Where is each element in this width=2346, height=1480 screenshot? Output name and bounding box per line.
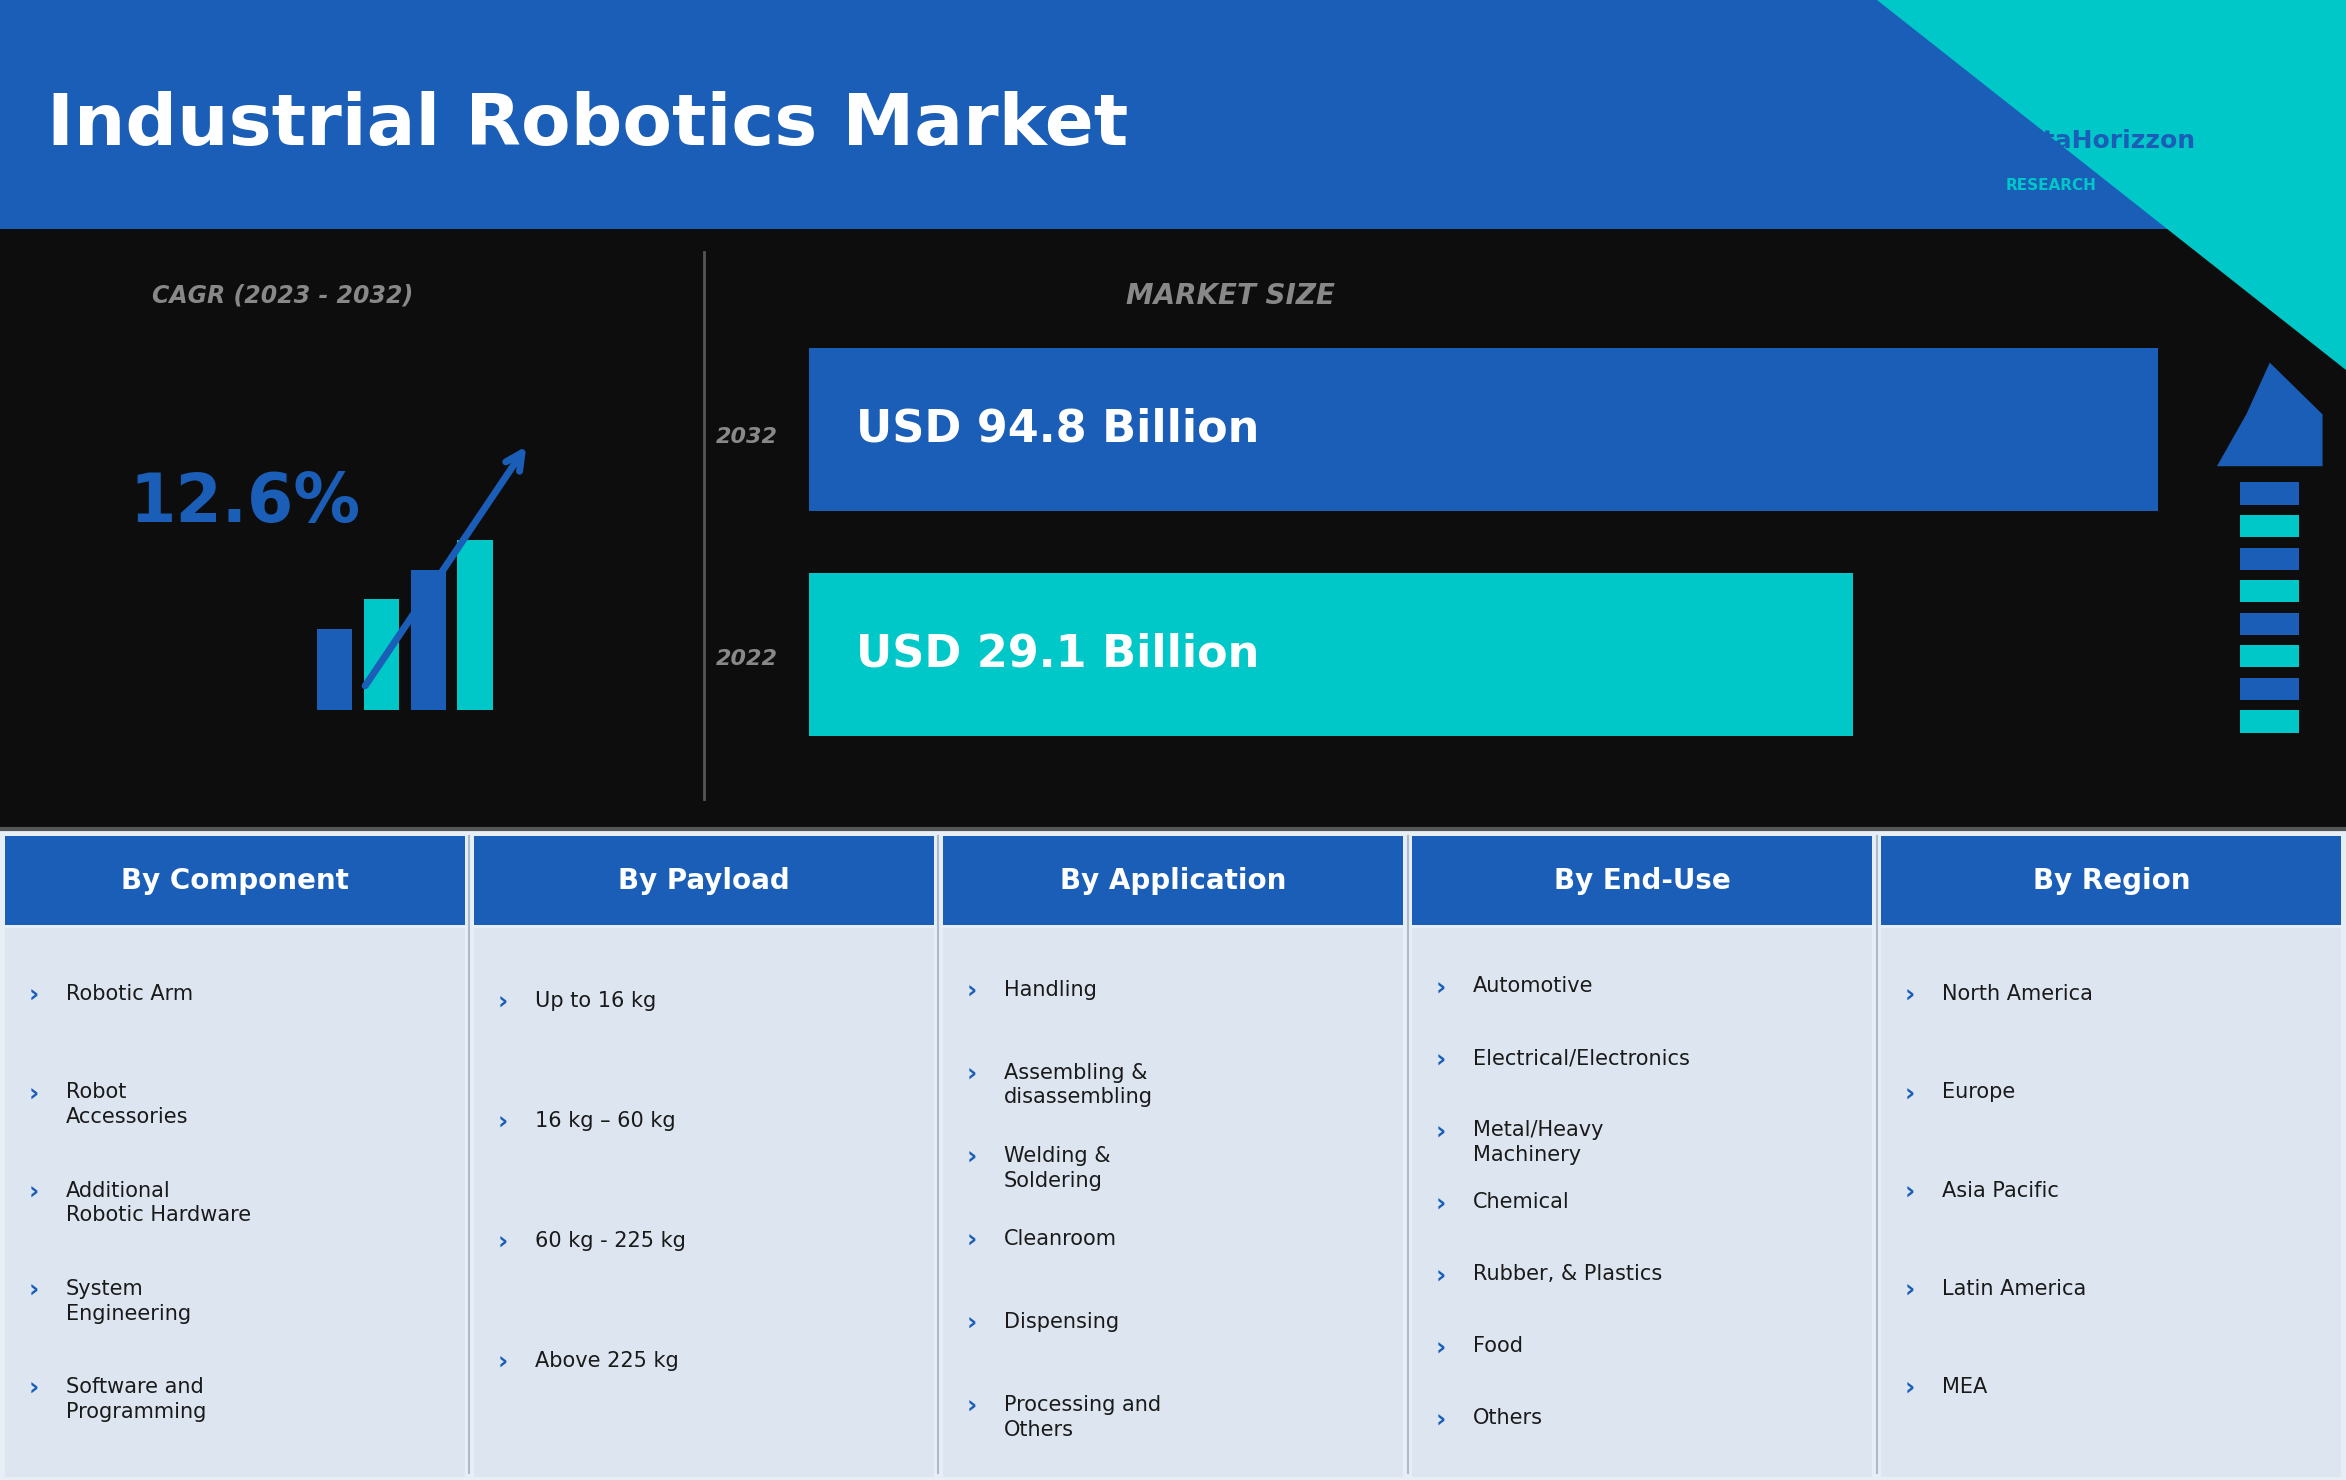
Text: North America: North America	[1942, 984, 2093, 1003]
Text: ›: ›	[1436, 1336, 1445, 1360]
Text: ›: ›	[497, 1231, 507, 1255]
Text: RESEARCH: RESEARCH	[2006, 178, 2097, 192]
Text: ›: ›	[28, 1376, 38, 1402]
Text: Cleanroom: Cleanroom	[1004, 1228, 1117, 1249]
Text: By Payload: By Payload	[617, 867, 791, 894]
FancyBboxPatch shape	[809, 348, 2158, 511]
Text: Additional
Robotic Hardware: Additional Robotic Hardware	[66, 1181, 251, 1225]
Text: System
Engineering: System Engineering	[66, 1279, 190, 1323]
Text: By Region: By Region	[2032, 867, 2191, 894]
FancyBboxPatch shape	[2240, 678, 2299, 700]
FancyBboxPatch shape	[474, 836, 934, 925]
Text: ›: ›	[28, 984, 38, 1008]
FancyBboxPatch shape	[943, 836, 1403, 925]
FancyBboxPatch shape	[2240, 580, 2299, 602]
Text: Asia Pacific: Asia Pacific	[1942, 1181, 2060, 1200]
Text: Electrical/Electronics: Electrical/Electronics	[1473, 1048, 1689, 1069]
Text: Europe: Europe	[1942, 1082, 2015, 1103]
Text: ›: ›	[967, 1146, 976, 1169]
Text: Welding &
Soldering: Welding & Soldering	[1004, 1146, 1110, 1190]
Text: Handling: Handling	[1004, 980, 1098, 999]
FancyBboxPatch shape	[0, 829, 2346, 1480]
Text: Above 225 kg: Above 225 kg	[535, 1351, 678, 1370]
Text: Up to 16 kg: Up to 16 kg	[535, 990, 657, 1011]
Text: 12.6%: 12.6%	[129, 471, 361, 536]
Text: ›: ›	[497, 1351, 507, 1375]
Text: Software and
Programming: Software and Programming	[66, 1376, 206, 1422]
FancyBboxPatch shape	[2240, 548, 2299, 570]
Text: USD 94.8 Billion: USD 94.8 Billion	[856, 407, 1260, 451]
Text: ›: ›	[1905, 1181, 1914, 1205]
FancyBboxPatch shape	[2240, 482, 2299, 505]
Text: ›: ›	[28, 1279, 38, 1302]
Text: DataHorizzon: DataHorizzon	[2006, 129, 2196, 152]
Text: ›: ›	[967, 1311, 976, 1336]
Text: ›: ›	[1436, 1048, 1445, 1072]
Text: By End-Use: By End-Use	[1553, 867, 1731, 894]
FancyBboxPatch shape	[2240, 515, 2299, 537]
Polygon shape	[1877, 0, 2346, 370]
Text: 16 kg – 60 kg: 16 kg – 60 kg	[535, 1110, 676, 1131]
Text: USD 29.1 Billion: USD 29.1 Billion	[856, 632, 1260, 676]
FancyBboxPatch shape	[0, 0, 2346, 229]
Polygon shape	[2217, 363, 2323, 466]
Text: By Application: By Application	[1060, 867, 1286, 894]
Text: Robot
Accessories: Robot Accessories	[66, 1082, 188, 1128]
Text: ›: ›	[497, 1110, 507, 1135]
Text: Processing and
Others: Processing and Others	[1004, 1396, 1161, 1440]
Text: ›: ›	[1436, 1193, 1445, 1217]
Text: Food: Food	[1473, 1336, 1523, 1356]
Text: ›: ›	[967, 1228, 976, 1254]
FancyBboxPatch shape	[1412, 836, 1872, 925]
Text: ›: ›	[1436, 977, 1445, 1000]
Text: ›: ›	[967, 1396, 976, 1419]
Text: Latin America: Latin America	[1942, 1279, 2086, 1299]
Text: ›: ›	[28, 1082, 38, 1106]
Text: ›: ›	[1436, 1120, 1445, 1144]
Text: Dispensing: Dispensing	[1004, 1311, 1119, 1332]
Text: MEA: MEA	[1942, 1376, 1987, 1397]
FancyBboxPatch shape	[1881, 928, 2341, 1477]
Text: 2032: 2032	[716, 426, 777, 447]
Text: ›: ›	[497, 990, 507, 1015]
FancyBboxPatch shape	[5, 928, 465, 1477]
Text: Robotic Arm: Robotic Arm	[66, 984, 192, 1003]
FancyBboxPatch shape	[317, 629, 352, 710]
Text: 60 kg - 225 kg: 60 kg - 225 kg	[535, 1231, 685, 1251]
FancyBboxPatch shape	[1412, 928, 1872, 1477]
FancyBboxPatch shape	[943, 928, 1403, 1477]
Text: 2022: 2022	[716, 648, 777, 669]
Text: ›: ›	[1905, 984, 1914, 1008]
FancyBboxPatch shape	[809, 573, 1853, 736]
FancyBboxPatch shape	[5, 836, 465, 925]
Text: Metal/Heavy
Machinery: Metal/Heavy Machinery	[1473, 1120, 1605, 1165]
Text: ›: ›	[28, 1181, 38, 1205]
Text: Automotive: Automotive	[1473, 977, 1593, 996]
Text: ›: ›	[1905, 1279, 1914, 1302]
FancyBboxPatch shape	[411, 570, 446, 710]
Text: Chemical: Chemical	[1473, 1193, 1569, 1212]
Text: CAGR (2023 - 2032): CAGR (2023 - 2032)	[152, 284, 413, 308]
Text: ›: ›	[1905, 1082, 1914, 1106]
Text: ›: ›	[1905, 1376, 1914, 1402]
FancyBboxPatch shape	[457, 540, 493, 710]
FancyBboxPatch shape	[2240, 710, 2299, 733]
FancyBboxPatch shape	[364, 599, 399, 710]
FancyBboxPatch shape	[1881, 836, 2341, 925]
Text: Industrial Robotics Market: Industrial Robotics Market	[47, 92, 1128, 160]
FancyBboxPatch shape	[474, 928, 934, 1477]
Text: ›: ›	[1436, 1409, 1445, 1433]
Text: Assembling &
disassembling: Assembling & disassembling	[1004, 1063, 1154, 1107]
FancyBboxPatch shape	[0, 229, 2346, 829]
FancyBboxPatch shape	[2240, 645, 2299, 667]
Text: By Component: By Component	[120, 867, 350, 894]
Text: ›: ›	[967, 980, 976, 1003]
Text: MARKET SIZE: MARKET SIZE	[1126, 283, 1335, 309]
Text: ›: ›	[967, 1063, 976, 1086]
FancyBboxPatch shape	[2240, 613, 2299, 635]
Text: Others: Others	[1473, 1409, 1544, 1428]
Text: Rubber, & Plastics: Rubber, & Plastics	[1473, 1264, 1663, 1285]
Text: ›: ›	[1436, 1264, 1445, 1288]
